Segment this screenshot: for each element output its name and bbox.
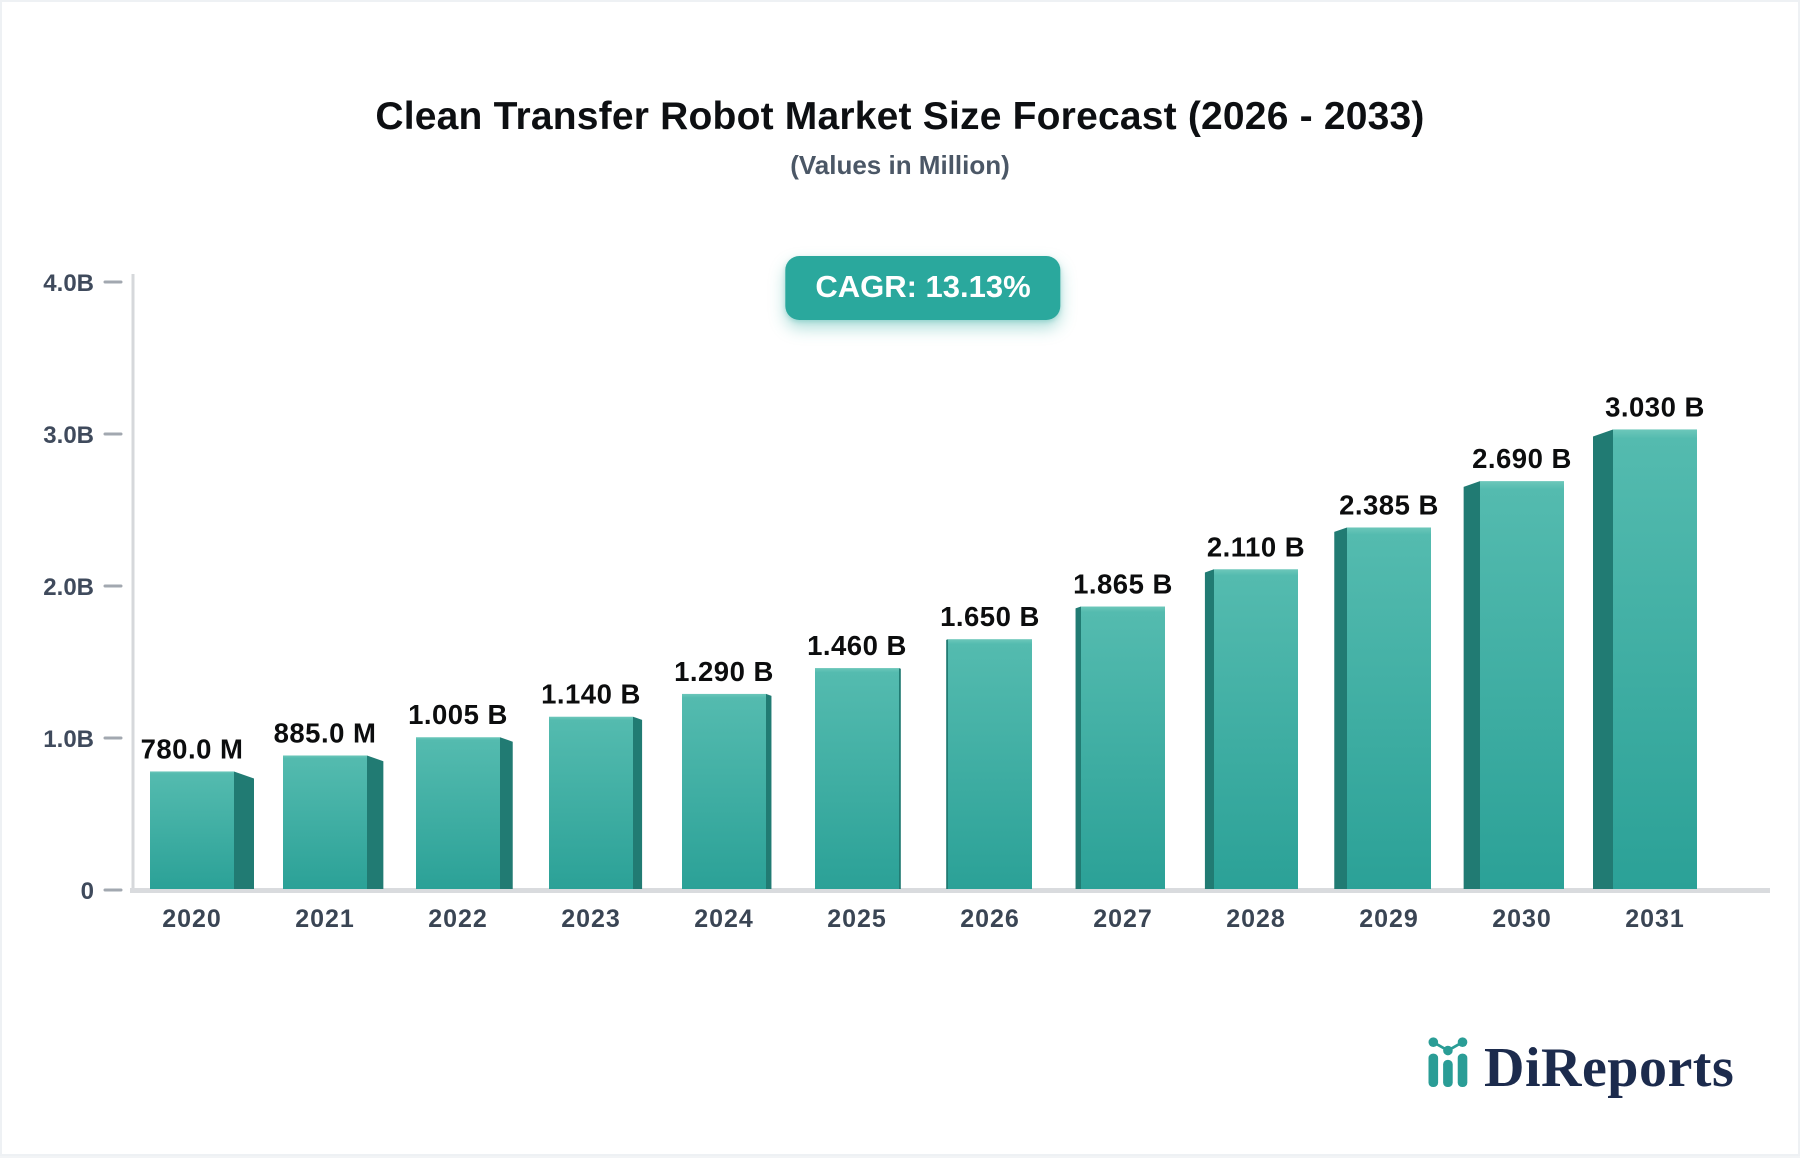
bar-value-label-2021: 885.0 M [274, 717, 377, 748]
x-axis-label-2028: 2028 [1226, 905, 1286, 933]
bar-side-2025 [899, 668, 901, 889]
y-axis-tick-label: 0 [81, 878, 94, 905]
x-axis-label-2025: 2025 [827, 905, 887, 933]
x-axis-label-2022: 2022 [428, 905, 488, 933]
x-axis-label-2021: 2021 [295, 905, 355, 933]
y-axis-tick-label: 4.0B [43, 270, 94, 297]
bar-side-2020 [234, 771, 254, 889]
bar-2030 [1480, 481, 1564, 889]
bar-2023 [549, 716, 633, 889]
bar-value-label-2028: 2.110 B [1207, 531, 1305, 562]
x-axis-label-2027: 2027 [1093, 905, 1153, 933]
bar-2031 [1613, 429, 1697, 889]
x-axis-label-2026: 2026 [960, 905, 1020, 933]
bar-2020 [150, 771, 234, 889]
bar-side-2021 [367, 755, 384, 889]
chart-subtitle: (Values in Million) [790, 150, 1010, 180]
bar-value-label-2025: 1.460 B [807, 630, 907, 661]
x-axis-baseline [130, 888, 1770, 893]
bar-value-label-2030: 2.690 B [1472, 443, 1572, 474]
bar-2024 [682, 693, 766, 889]
direports-logo-text: DiReports [1484, 1037, 1735, 1099]
y-axis-tick-label: 2.0B [43, 574, 94, 601]
y-axis-tick-label: 1.0B [43, 726, 94, 753]
bar-side-2029 [1334, 527, 1347, 889]
y-axis-tick-label: 3.0B [43, 422, 94, 449]
direports-logo-icon [1428, 1037, 1468, 1088]
bar-value-label-2026: 1.650 B [940, 601, 1040, 632]
bar-side-2023 [633, 716, 643, 889]
bar-side-2027 [1075, 606, 1081, 889]
bar-side-2022 [500, 737, 513, 889]
bar-side-2024 [766, 693, 772, 889]
bar-value-label-2022: 1.005 B [408, 699, 508, 730]
bar-2027 [1081, 606, 1165, 889]
cagr-badge: CAGR: 13.13% [785, 256, 1061, 320]
bar-2026 [948, 639, 1032, 889]
bar-side-2030 [1463, 481, 1480, 889]
x-axis-label-2023: 2023 [561, 905, 621, 933]
bar-value-label-2023: 1.140 B [541, 679, 641, 710]
bar-2025 [815, 668, 899, 889]
bar-2021 [283, 755, 367, 889]
bar-side-2031 [1593, 429, 1613, 889]
bar-2028 [1214, 569, 1298, 889]
x-axis-label-2020: 2020 [162, 905, 222, 933]
bar-value-label-2020: 780.0 M [141, 733, 244, 764]
bar-2029 [1347, 527, 1431, 889]
x-axis-label-2029: 2029 [1359, 905, 1419, 933]
cagr-badge-label: CAGR: 13.13% [815, 269, 1031, 304]
bar-value-label-2024: 1.290 B [674, 656, 774, 687]
x-axis-label-2031: 2031 [1625, 905, 1685, 933]
bar-2022 [416, 737, 500, 889]
bar-value-label-2029: 2.385 B [1339, 489, 1439, 520]
direports-logo: DiReports [1426, 1034, 1734, 1096]
x-axis-label-2030: 2030 [1492, 905, 1552, 933]
bar-side-2026 [946, 639, 948, 889]
bar-value-label-2027: 1.865 B [1073, 569, 1173, 600]
x-axis-label-2024: 2024 [694, 905, 754, 933]
chart-title: Clean Transfer Robot Market Size Forecas… [375, 95, 1425, 138]
bar-value-label-2031: 3.030 B [1605, 391, 1705, 422]
bar-side-2028 [1204, 569, 1214, 889]
